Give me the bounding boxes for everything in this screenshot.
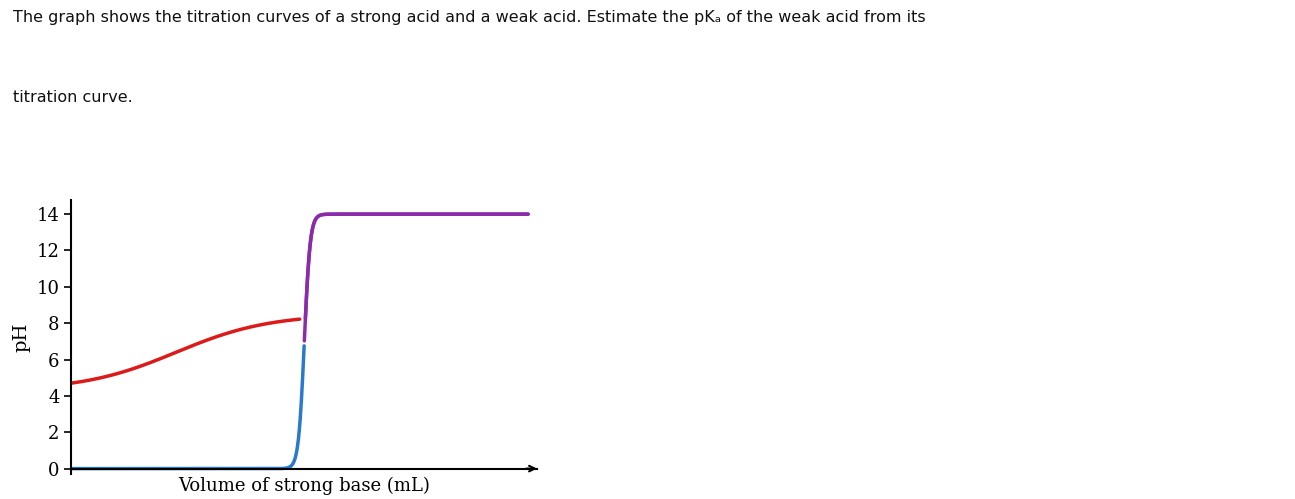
X-axis label: Volume of strong base (mL): Volume of strong base (mL) (179, 477, 430, 495)
Text: The graph shows the titration curves of a strong acid and a weak acid. Estimate : The graph shows the titration curves of … (13, 10, 926, 25)
Y-axis label: pH: pH (13, 322, 31, 352)
Text: titration curve.: titration curve. (13, 90, 132, 105)
